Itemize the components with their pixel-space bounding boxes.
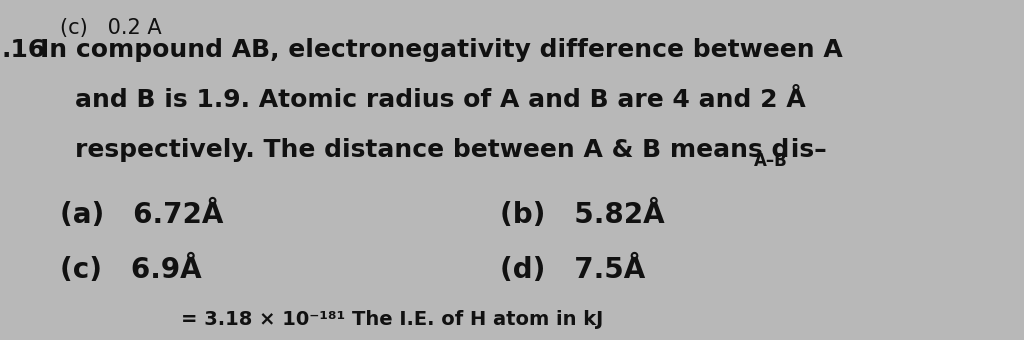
Text: (b)   5.82Å: (b) 5.82Å bbox=[500, 200, 665, 229]
Text: In compound AB, electronegativity difference between A: In compound AB, electronegativity differ… bbox=[40, 38, 843, 62]
Text: (c)   0.2 A: (c) 0.2 A bbox=[60, 18, 162, 38]
Text: .16: .16 bbox=[2, 38, 46, 62]
Text: A–B: A–B bbox=[754, 152, 787, 170]
Text: and B is 1.9. Atomic radius of A and B are 4 and 2 Å: and B is 1.9. Atomic radius of A and B a… bbox=[40, 88, 806, 112]
Text: (d)   7.5Å: (d) 7.5Å bbox=[500, 255, 645, 284]
Text: respectively. The distance between A & B means d: respectively. The distance between A & B… bbox=[40, 138, 790, 162]
Text: (c)   6.9Å: (c) 6.9Å bbox=[60, 255, 202, 284]
Text: (a)   6.72Å: (a) 6.72Å bbox=[60, 200, 223, 229]
Text: = 3.18 × 10⁻¹⁸¹ The I.E. of H atom in kJ: = 3.18 × 10⁻¹⁸¹ The I.E. of H atom in kJ bbox=[100, 310, 603, 329]
Text: is–: is– bbox=[782, 138, 826, 162]
